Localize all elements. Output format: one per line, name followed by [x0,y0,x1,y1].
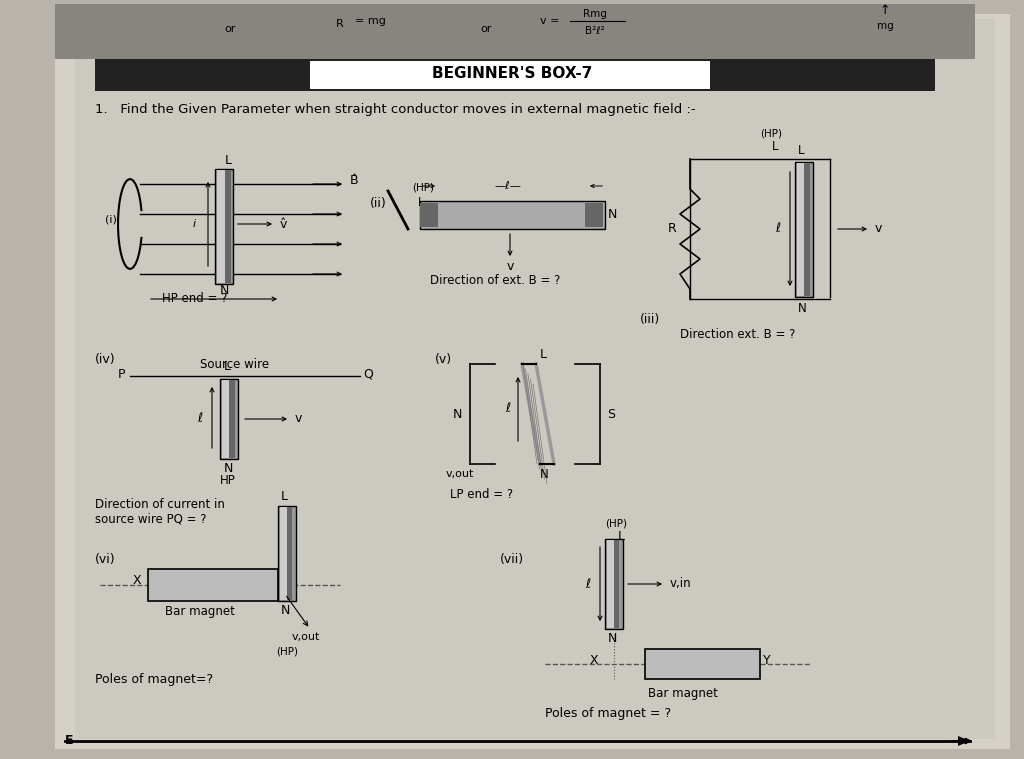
Bar [420,201,605,229]
Text: B²ℓ²: B²ℓ² [585,26,605,36]
Text: N: N [220,285,229,298]
Text: or: or [224,24,236,34]
Bar [607,540,614,628]
Bar [797,163,804,296]
Text: v: v [295,412,302,426]
Bar [420,203,438,227]
Text: (vi): (vi) [95,553,116,565]
Bar [225,170,231,283]
Text: = mg: = mg [354,16,385,26]
Text: L: L [225,155,232,168]
Text: ℓ: ℓ [585,578,590,591]
Polygon shape [958,736,970,746]
Bar [55,4,975,59]
Text: N: N [540,468,549,480]
Text: (v): (v) [435,352,453,366]
Text: L: L [798,144,805,158]
Text: N: N [453,408,463,420]
Text: R: R [336,19,344,29]
Bar [229,380,234,458]
Text: ℓ: ℓ [775,222,780,235]
Bar [614,540,618,628]
Bar [75,19,995,739]
Text: B̂: B̂ [350,175,358,187]
Text: L: L [772,140,778,153]
Text: Direction of current in: Direction of current in [95,497,225,511]
Text: Bar magnet: Bar magnet [648,688,718,701]
Bar [287,507,292,600]
Text: ℓ: ℓ [505,402,510,415]
Text: mg: mg [877,21,893,31]
Text: L: L [418,197,425,209]
Text: Poles of magnet = ?: Poles of magnet = ? [545,707,671,720]
Text: (ii): (ii) [370,197,387,210]
Bar [795,162,813,297]
Text: E: E [65,735,74,748]
Text: or: or [480,24,492,34]
Text: N: N [281,604,291,618]
Text: —ℓ—: —ℓ— [495,181,521,191]
Text: N: N [798,303,807,316]
Text: v,in: v,in [670,578,691,591]
Bar [215,169,233,284]
Text: Bar magnet: Bar magnet [165,604,234,618]
Text: X: X [133,575,141,587]
Text: Q: Q [362,367,373,380]
Text: (HP): (HP) [412,182,434,192]
Bar [217,170,225,283]
Text: P: P [118,367,126,380]
Text: i: i [193,219,197,229]
Bar [148,569,278,601]
Text: Y: Y [763,654,771,667]
Text: S: S [607,408,615,420]
Text: N: N [608,207,617,221]
Text: v,out: v,out [445,469,474,479]
Text: Direction of ext. B = ?: Direction of ext. B = ? [430,275,560,288]
Text: v,out: v,out [292,632,321,642]
Text: v̂: v̂ [280,218,288,231]
Text: L: L [618,531,625,543]
Bar [310,61,710,89]
Text: (iii): (iii) [640,313,660,326]
Bar [95,59,935,91]
Text: R: R [668,222,677,235]
Text: L: L [281,490,288,503]
Bar [280,507,287,600]
Text: L: L [540,348,547,361]
Text: ↑: ↑ [880,5,890,17]
Text: Direction ext. B = ?: Direction ext. B = ? [680,327,796,341]
Text: L: L [224,361,231,373]
Text: HP: HP [220,474,236,487]
Bar [222,380,229,458]
Text: BEGINNER'S BOX-7: BEGINNER'S BOX-7 [432,67,592,81]
Bar [220,379,238,459]
Bar [585,203,603,227]
Text: N: N [224,462,233,475]
Text: (vii): (vii) [500,553,524,565]
Text: v: v [506,260,514,273]
Text: X: X [590,654,599,667]
Text: (HP): (HP) [276,646,298,656]
Text: LP end = ?: LP end = ? [450,487,513,500]
Text: (HP): (HP) [605,519,627,529]
Text: HP end = ?: HP end = ? [163,292,227,306]
Bar [278,506,296,601]
Text: (iv): (iv) [95,352,116,366]
Text: v: v [874,222,883,235]
Text: Poles of magnet=?: Poles of magnet=? [95,672,213,685]
Text: Y: Y [281,575,289,587]
Text: v =: v = [540,16,559,26]
Text: N: N [608,632,617,645]
Bar [804,163,810,296]
Text: ℓ: ℓ [197,412,202,426]
Text: (HP): (HP) [760,129,782,139]
Text: source wire PQ = ?: source wire PQ = ? [95,512,207,525]
Text: Rmg: Rmg [583,9,607,19]
Bar [605,539,623,629]
Text: Source wire: Source wire [200,357,269,370]
Bar [645,649,760,679]
Text: 1.   Find the Given Parameter when straight conductor moves in external magnetic: 1. Find the Given Parameter when straigh… [95,102,695,115]
Text: (i): (i) [105,214,117,224]
